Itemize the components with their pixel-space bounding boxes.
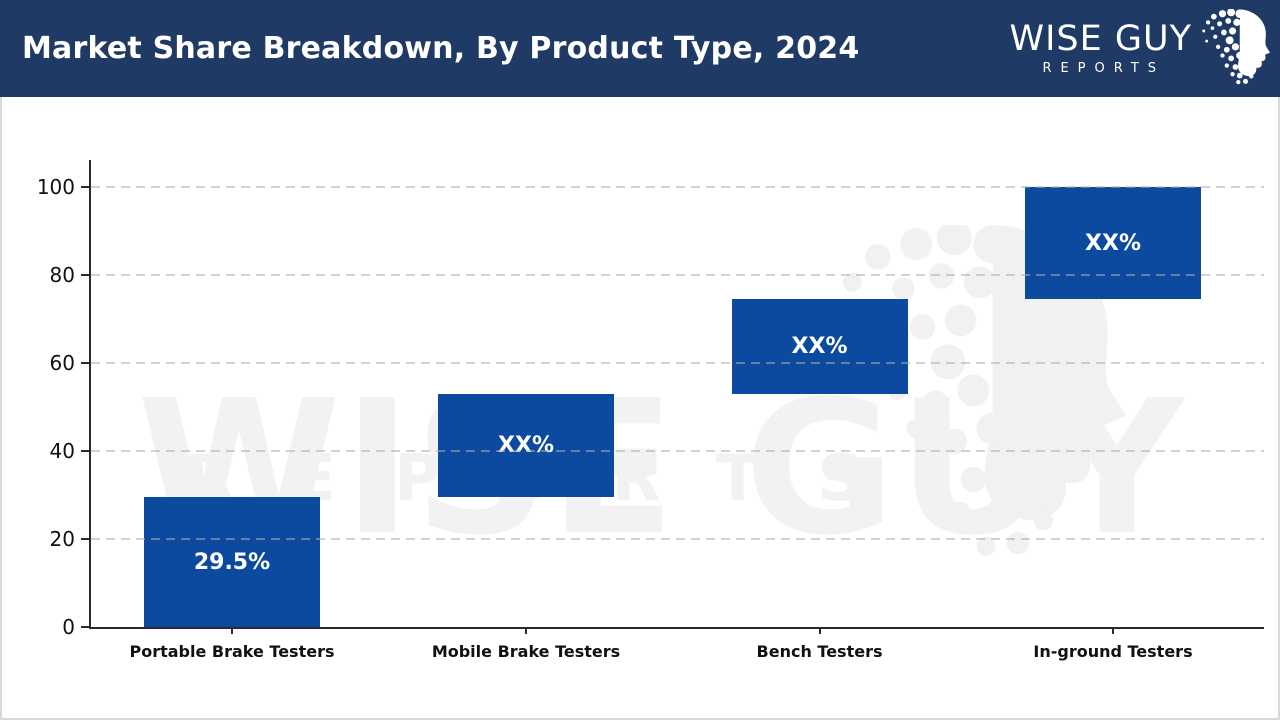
x-axis-tick bbox=[818, 627, 821, 634]
x-axis-category-label: Portable Brake Testers bbox=[129, 642, 335, 661]
y-axis-tick-label: 40 bbox=[49, 439, 75, 463]
x-axis-tick bbox=[231, 627, 233, 634]
bar-value-label: XX% bbox=[1085, 230, 1141, 256]
y-axis-tick-label: 80 bbox=[49, 263, 75, 287]
bar-portable-brake-testers: 29.5% bbox=[144, 497, 320, 627]
y-axis-tick bbox=[81, 450, 89, 452]
logo-wordmark: WISE GUY REPORTS bbox=[1009, 18, 1192, 76]
y-axis-line bbox=[89, 160, 91, 629]
x-axis-tick bbox=[525, 627, 527, 634]
y-axis-tick-label: 20 bbox=[49, 527, 75, 551]
chart-title: Market Share Breakdown, By Product Type,… bbox=[22, 31, 860, 66]
logo-primary-text: WISE GUY bbox=[1009, 18, 1192, 59]
logo-secondary-text: REPORTS bbox=[1042, 60, 1166, 76]
x-axis-category-label: Mobile Brake Testers bbox=[431, 642, 621, 661]
bar-bench-testers: XX% bbox=[731, 299, 908, 394]
gridline bbox=[91, 274, 1264, 276]
y-axis-tick bbox=[81, 626, 89, 628]
bar-value-label: XX% bbox=[791, 333, 848, 359]
bar-value-label: XX% bbox=[498, 432, 554, 458]
x-axis-category-label: In-ground Testers bbox=[1033, 642, 1193, 661]
dot-face-profile-icon bbox=[1198, 9, 1270, 89]
y-axis-tick bbox=[81, 538, 89, 540]
x-axis-line bbox=[89, 627, 1264, 629]
y-axis-tick bbox=[81, 186, 89, 188]
bar-in-ground-testers: XX% bbox=[1025, 187, 1201, 300]
gridline bbox=[91, 538, 1264, 540]
gridline bbox=[91, 450, 1264, 452]
gridline bbox=[91, 186, 1264, 188]
gridline bbox=[91, 362, 1264, 364]
y-axis-tick-label: 60 bbox=[49, 351, 75, 375]
header-bar: Market Share Breakdown, By Product Type,… bbox=[0, 0, 1280, 97]
bar-value-label: 29.5% bbox=[193, 549, 271, 575]
y-axis-tick bbox=[81, 274, 89, 276]
y-axis-tick-label: 0 bbox=[62, 615, 75, 639]
y-axis-tick-label: 100 bbox=[36, 175, 75, 199]
waterfall-chart: WISE GUY REPORTS 29.5%Portable Brake Tes… bbox=[2, 97, 1278, 717]
x-axis-category-label: Bench Testers bbox=[756, 642, 883, 661]
bar-mobile-brake-testers: XX% bbox=[438, 393, 614, 498]
y-axis-tick bbox=[81, 362, 89, 364]
wise-guy-reports-logo: WISE GUY REPORTS bbox=[1009, 9, 1270, 89]
x-axis-tick bbox=[1112, 627, 1114, 634]
